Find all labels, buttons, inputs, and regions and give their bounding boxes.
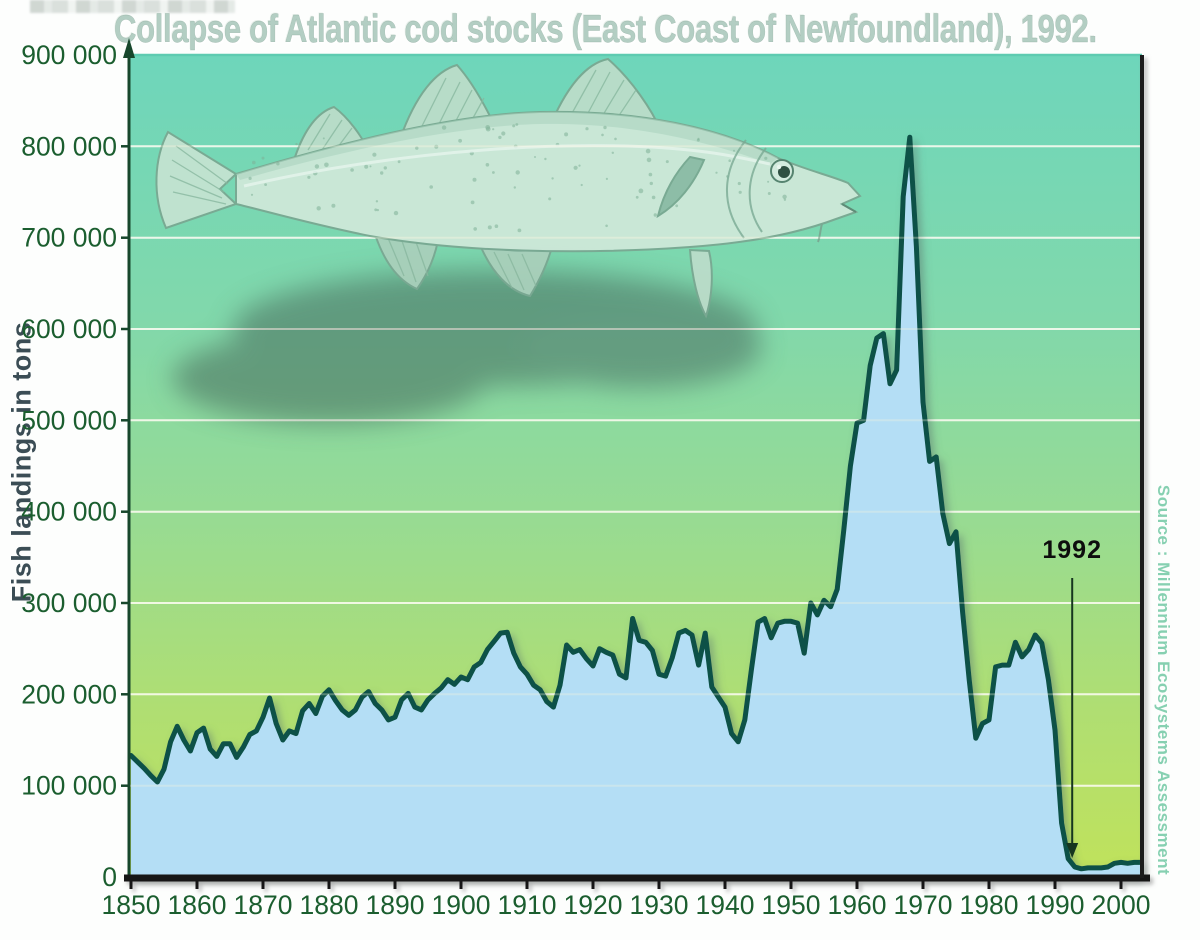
landings-area-series (128, 134, 1143, 877)
y-tick-label: 400 000 (21, 497, 117, 527)
x-tick-label: 1910 (498, 890, 557, 920)
y-tick-label: 900 000 (21, 40, 117, 70)
y-axis (121, 38, 135, 881)
y-tick-label: 500 000 (21, 405, 117, 435)
x-tick-label: 1890 (366, 890, 425, 920)
x-tick-label: 1940 (696, 890, 755, 920)
y-tick-label: 800 000 (21, 131, 117, 161)
x-tick-label: 1880 (300, 890, 359, 920)
x-tick-label: 1920 (564, 890, 623, 920)
chart-title-text: Collapse of Atlantic cod stocks (East Co… (114, 8, 1097, 51)
y-tick-label: 200 000 (21, 679, 117, 709)
y-tick-label: 600 000 (21, 314, 117, 344)
x-tick-label: 1970 (894, 890, 953, 920)
landings-line (128, 134, 1143, 872)
annotation-arrow-head (1066, 843, 1079, 858)
x-tick-label: 1900 (432, 890, 491, 920)
gridlines-overlay (129, 145, 1140, 787)
y-axis-arrow (123, 38, 135, 58)
x-tick-label: 1870 (234, 890, 293, 920)
x-tick-label: 1850 (102, 890, 161, 920)
y-tick-label: 300 000 (21, 588, 117, 618)
x-tick-label: 1980 (960, 890, 1019, 920)
annotation-1992-label: 1992 (1042, 536, 1102, 564)
x-tick-label: 2000 (1092, 890, 1151, 920)
x-tick-label: 1930 (630, 890, 689, 920)
chart-title: Collapse of Atlantic cod stocks (East Co… (114, 8, 1200, 52)
cod-illustration (155, 57, 862, 319)
y-tick-label: 0 (102, 862, 117, 892)
x-ticks (129, 879, 1123, 889)
axis-tick-labels: 0 100 000 200 000 300 000 400 000 500 000 600 … (21, 40, 1150, 920)
y-ticks (121, 145, 129, 787)
x-axis-frame (124, 55, 1150, 889)
y-tick-label: 700 000 (21, 223, 117, 253)
source-label: Source : Millennium Ecosystems Assessmen… (1154, 484, 1173, 876)
x-tick-label: 1990 (1026, 890, 1085, 920)
landings-area (131, 137, 1140, 877)
x-tick-label: 1860 (168, 890, 227, 920)
cod-shadow (172, 270, 762, 424)
cropped-text-artifact (30, 0, 235, 13)
x-tick-label: 1950 (762, 890, 821, 920)
y-tick-label: 100 000 (21, 771, 117, 801)
annotation-arrow (1066, 578, 1079, 858)
cod-speckles (248, 123, 787, 233)
x-tick-label: 1960 (828, 890, 887, 920)
